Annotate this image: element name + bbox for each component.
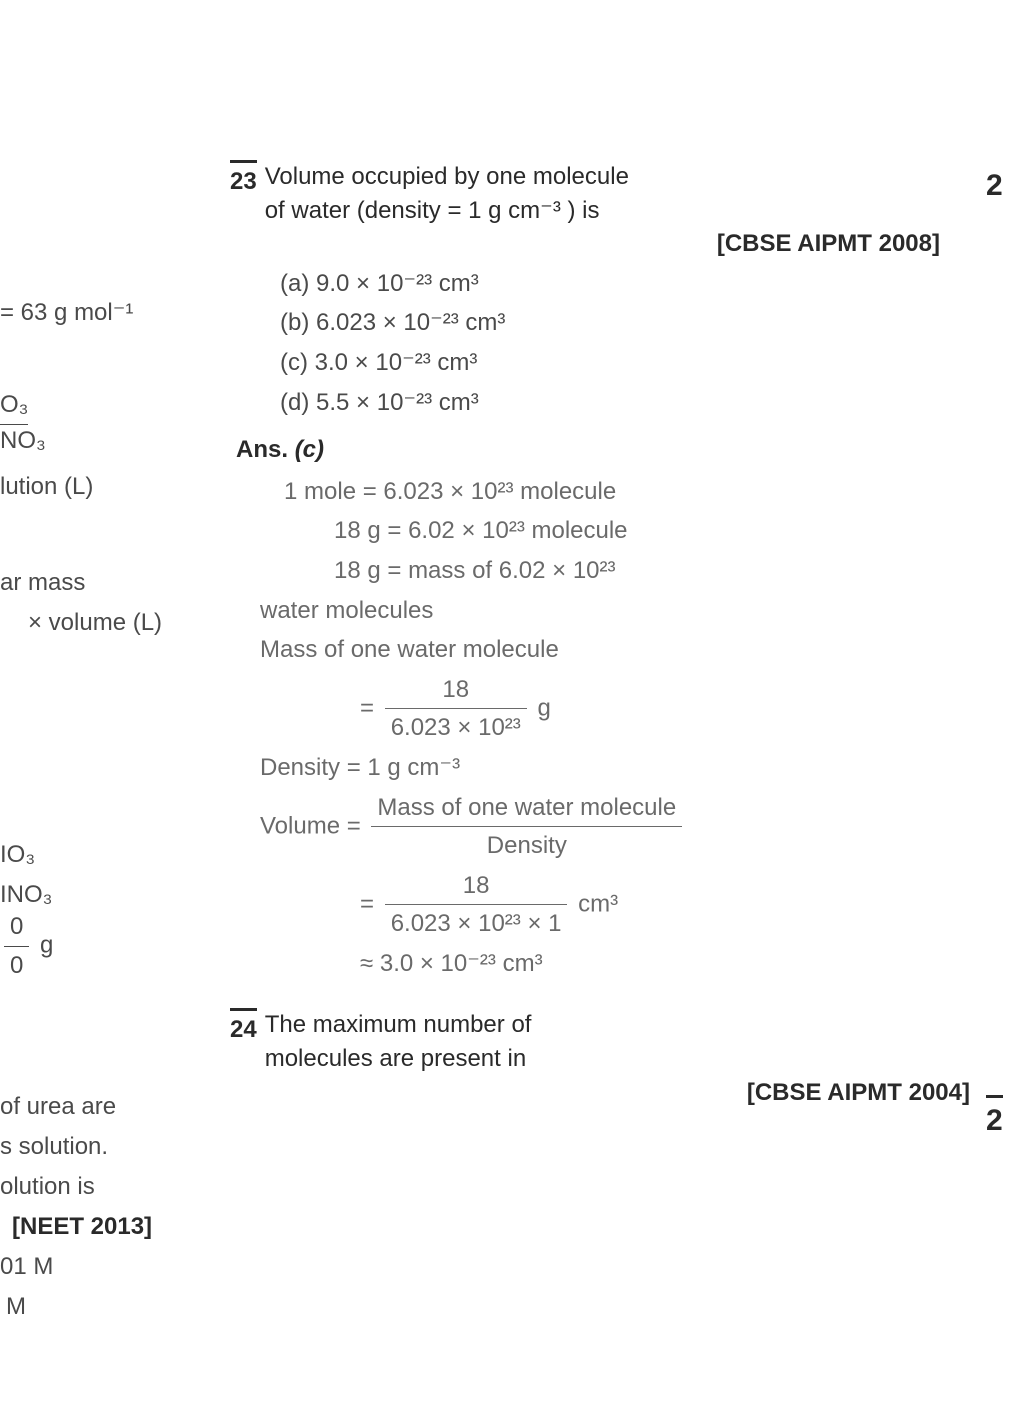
sol-frac-3: = 186.023 × 10²³ × 1 cm³: [360, 869, 980, 941]
molar-mass-fragment: = 63 g mol⁻¹: [0, 296, 133, 330]
sol-approx: ≈ 3.0 × 10⁻²³ cm³: [360, 947, 980, 981]
q24-source: [CBSE AIPMT 2004]: [265, 1076, 970, 1110]
q23-line1: Volume occupied by one molecule: [265, 160, 980, 194]
q23-option-c: (c) 3.0 × 10⁻²³ cm³: [280, 346, 980, 380]
right-two-1: 2: [986, 169, 1003, 202]
q23-line2: of water (density = 1 g cm⁻³ ) is: [265, 194, 980, 228]
q23-options: (a) 9.0 × 10⁻²³ cm³ (b) 6.023 × 10⁻²³ cm…: [280, 267, 980, 419]
sol-volume-frac: Volume = Mass of one water moleculeDensi…: [260, 791, 980, 863]
m01-fragment: 01 M: [0, 1250, 53, 1284]
question-number-23: 23: [230, 160, 257, 261]
sol-line-4: water molecules: [260, 594, 980, 628]
ino3-fragment: INO₃: [0, 878, 52, 912]
q23-solution: 1 mole = 6.023 × 10²³ molecule 18 g = 6.…: [260, 475, 980, 981]
right-fragment-bottom: 2: [986, 1095, 1016, 1142]
lution-l-fragment: lution (L): [0, 470, 93, 504]
x-volume-fragment: × volume (L): [28, 606, 162, 640]
s-solution-fragment: s solution.: [0, 1130, 108, 1164]
sol-line-5: Mass of one water molecule: [260, 633, 980, 667]
q23-answer-label: Ans. (c): [236, 433, 980, 467]
question-number-24: 24: [230, 1008, 257, 1109]
q24-line1: The maximum number of: [265, 1008, 980, 1042]
io3-fragment: IO₃: [0, 838, 35, 872]
frac-g-fragment: 00 g: [0, 910, 53, 982]
of-urea-fragment: of urea are: [0, 1090, 116, 1124]
no3-fragment: NO₃: [0, 424, 46, 458]
main-column: 23 Volume occupied by one molecule of wa…: [230, 160, 980, 1109]
q23-option-b: (b) 6.023 × 10⁻²³ cm³: [280, 306, 980, 340]
right-fragment-top: 2: [986, 165, 1016, 207]
q24-line2: molecules are present in: [265, 1042, 980, 1076]
olution-is-fragment: olution is: [0, 1170, 95, 1204]
sol-density: Density = 1 g cm⁻³: [260, 751, 980, 785]
sol-line-2: 18 g = 6.02 × 10²³ molecule: [334, 514, 980, 548]
question-24: 24 The maximum number of molecules are p…: [230, 1008, 980, 1109]
q23-option-d: (d) 5.5 × 10⁻²³ cm³: [280, 386, 980, 420]
ar-mass-fragment: ar mass: [0, 566, 85, 600]
o3-fragment: O₃: [0, 388, 28, 425]
neet-source: [NEET 2013]: [12, 1210, 152, 1244]
sol-line-1: 1 mole = 6.023 × 10²³ molecule: [284, 475, 980, 509]
m-fragment: M: [6, 1290, 26, 1324]
sol-line-3: 18 g = mass of 6.02 × 10²³: [334, 554, 980, 588]
right-two-2: 2: [986, 1095, 1003, 1142]
sol-frac-1: = 186.023 × 10²³ g: [360, 673, 980, 745]
q23-source: [CBSE AIPMT 2008]: [265, 227, 940, 261]
q23-option-a: (a) 9.0 × 10⁻²³ cm³: [280, 267, 980, 301]
question-23: 23 Volume occupied by one molecule of wa…: [230, 160, 980, 980]
